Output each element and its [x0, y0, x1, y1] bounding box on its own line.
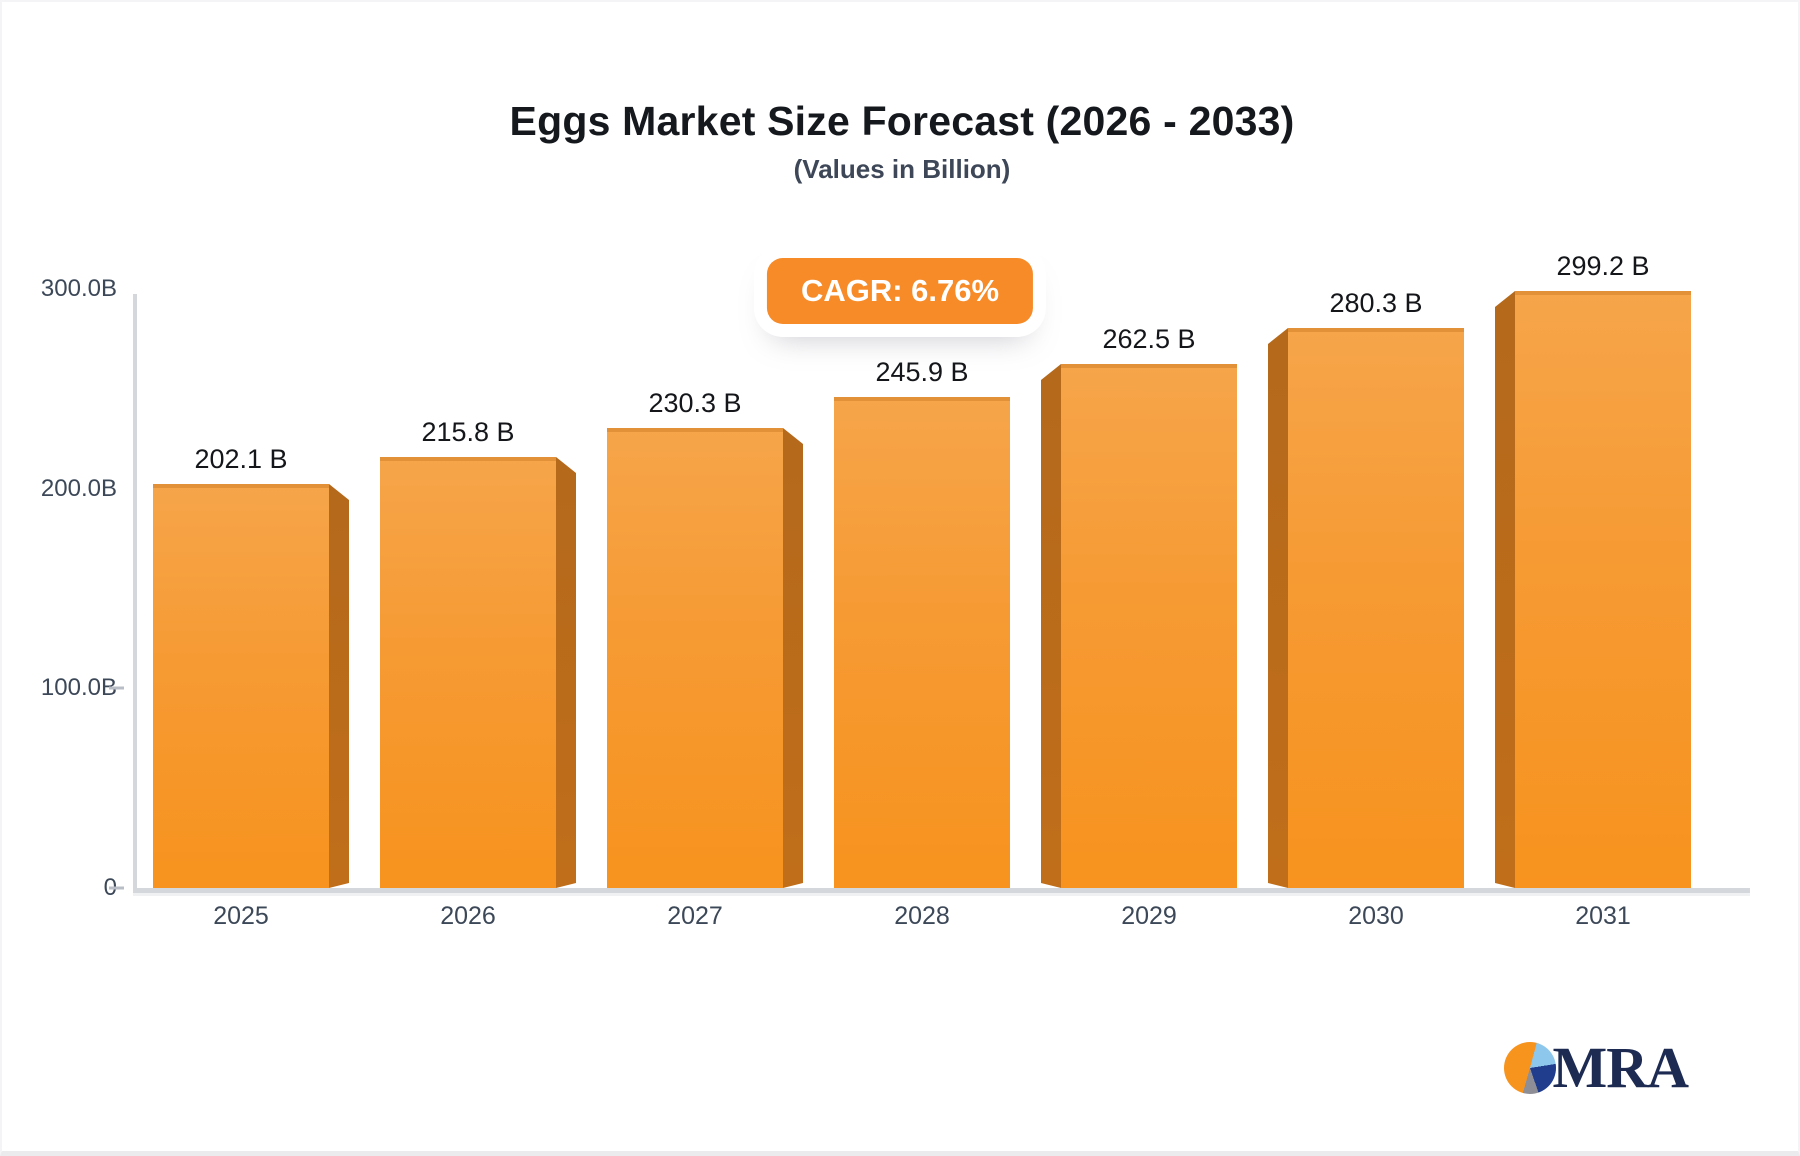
y-tick-label-200.0B: 200.0B: [40, 474, 117, 502]
x-axis-line: [133, 888, 1750, 893]
bar-side-face: [556, 457, 576, 888]
brand-logo: MRA: [1504, 1035, 1689, 1100]
x-axis-label-2027: 2027: [667, 902, 723, 930]
y-axis-line: [133, 294, 137, 889]
cagr-badge-label: CAGR: 6.76%: [800, 273, 1000, 308]
bar-value-label: 245.9 B: [875, 357, 969, 387]
bar-2029: [1061, 364, 1237, 888]
bar-value-label: 299.2 B: [1556, 251, 1650, 281]
bar-value-label: 280.3 B: [1329, 288, 1423, 318]
bar-2031: [1515, 291, 1691, 888]
bar-2028: [834, 397, 1010, 888]
bar-2025: [153, 484, 329, 888]
y-tick-mark: [109, 686, 124, 690]
bar-value-label: 262.5 B: [1102, 324, 1196, 354]
x-axis-label-2025: 2025: [213, 902, 269, 930]
x-axis-label-2029: 2029: [1121, 902, 1177, 930]
chart-title: Eggs Market Size Forecast (2026 - 2033): [509, 98, 1295, 144]
bar-2027: [607, 428, 783, 888]
y-tick-label-300.0B: 300.0B: [40, 275, 117, 302]
bar-side-face: [1495, 291, 1515, 888]
brand-logo-text: MRA: [1552, 1035, 1689, 1100]
x-axis-label-2030: 2030: [1348, 902, 1404, 930]
y-tick-label-0: 0: [7, 874, 117, 902]
bar-2026: [380, 457, 556, 888]
bar-side-face: [1268, 328, 1288, 888]
bar-side-face: [329, 484, 349, 888]
y-tick-mark: [109, 886, 124, 890]
x-axis-label-2026: 2026: [440, 902, 496, 930]
bar-value-label: 215.8 B: [421, 417, 515, 447]
cagr-badge: CAGR: 6.76%: [766, 258, 1034, 324]
bar-2030: [1288, 328, 1464, 888]
x-axis-label-2031: 2031: [1575, 902, 1631, 930]
bar-side-face: [783, 428, 803, 888]
bar-value-label: 230.3 B: [648, 388, 742, 418]
y-tick-label-100.0B: 100.0B: [40, 674, 117, 702]
bar-side-face: [1041, 364, 1061, 888]
bar-value-label: 202.1 B: [194, 444, 288, 474]
x-axis-label-2028: 2028: [894, 902, 950, 930]
pie-chart-logo-icon: [1504, 1042, 1557, 1094]
chart-subtitle: (Values in Billion): [793, 154, 1011, 184]
